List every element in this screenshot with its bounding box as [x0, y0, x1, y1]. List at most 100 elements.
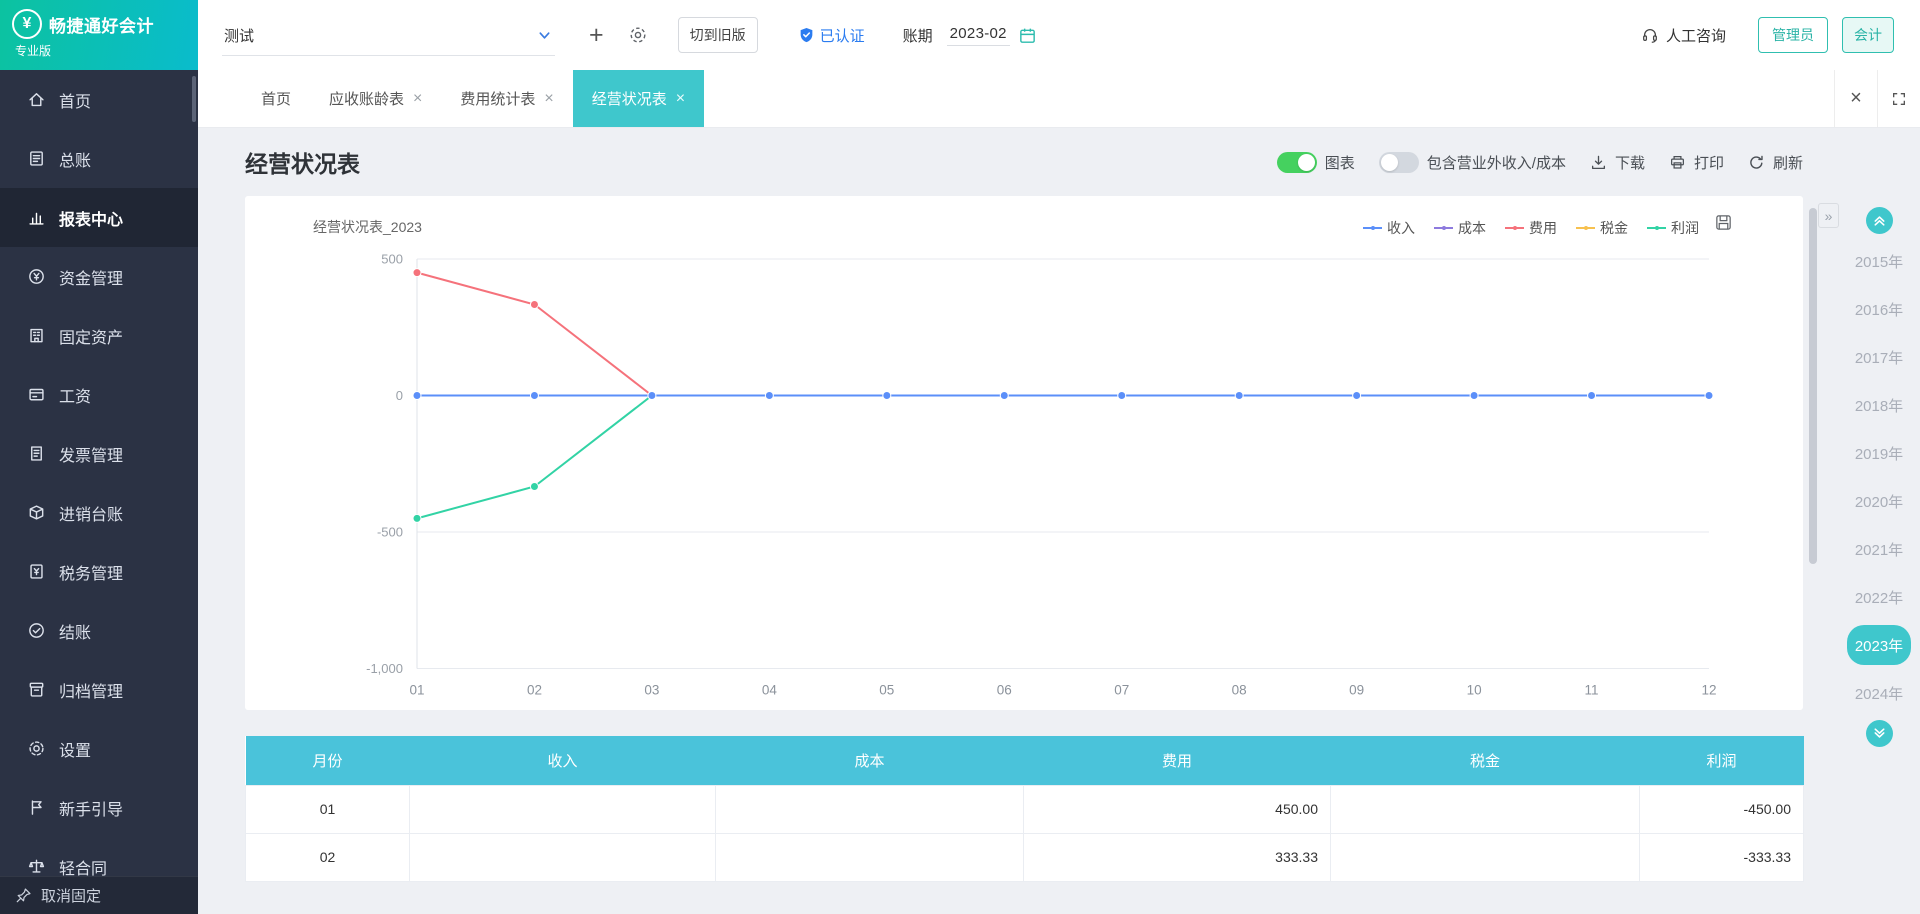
year-scroll-down-button[interactable]: [1865, 720, 1893, 747]
sidebar-scrollbar[interactable]: [192, 76, 196, 122]
year-scroll-up-button[interactable]: [1865, 207, 1893, 234]
sidebar-item-5[interactable]: 工资: [0, 365, 198, 424]
tab-0[interactable]: 首页: [242, 70, 310, 127]
year-item-3[interactable]: 2018年: [1854, 397, 1904, 415]
sidebar-item-11[interactable]: 设置: [0, 719, 198, 778]
svg-text:09: 09: [1349, 683, 1364, 698]
home-icon: [27, 90, 46, 109]
download-label: 下载: [1614, 154, 1645, 172]
legend-item-1[interactable]: 成本: [1434, 218, 1486, 238]
year-list: 2015年 2016年 2017年 2018年 2019年 2020年 2021年 2022年…: [1847, 237, 1911, 717]
year-item-9[interactable]: 2024年: [1854, 685, 1904, 703]
company-selector[interactable]: 测试: [222, 23, 555, 56]
yuan-logo-icon: ¥: [12, 9, 42, 39]
include-nonoperating-label: 包含营业外收入/成本: [1426, 154, 1566, 172]
year-item-5[interactable]: 2020年: [1854, 493, 1904, 511]
switch-old-version-button[interactable]: 切到旧版: [677, 17, 758, 53]
settings-gear-button[interactable]: [628, 25, 648, 45]
legend-marker: [1363, 226, 1382, 230]
include-nonoperating-toggle[interactable]: [1378, 151, 1419, 173]
table-cell: 01: [245, 784, 410, 834]
sidebar-item-9[interactable]: 结账: [0, 601, 198, 660]
sidebar-item-7[interactable]: 进销台账: [0, 483, 198, 542]
invoice-icon: [27, 444, 46, 463]
sidebar-item-4[interactable]: 固定资产: [0, 306, 198, 365]
admin-button[interactable]: 管理员: [1758, 17, 1828, 53]
content-scrollbar[interactable]: [1809, 208, 1817, 564]
period-input[interactable]: 2023-02: [946, 25, 1010, 46]
sidebar-item-13[interactable]: 轻合同: [0, 837, 198, 876]
contract-icon: [27, 857, 46, 876]
sidebar-item-1[interactable]: 总账: [0, 129, 198, 188]
unpin-button[interactable]: 取消固定: [0, 876, 198, 914]
tab-2[interactable]: 费用统计表 ×: [441, 70, 572, 127]
year-item-7[interactable]: 2022年: [1854, 589, 1904, 607]
year-item-6[interactable]: 2021年: [1854, 541, 1904, 559]
sidebar-item-2[interactable]: 报表中心: [0, 188, 198, 247]
accounting-period: 账期 2023-02: [903, 25, 1037, 46]
calendar-icon[interactable]: [1018, 26, 1037, 45]
table-cell: 333.33: [1023, 832, 1331, 882]
sidebar-item-label: 新手引导: [59, 801, 124, 819]
fullscreen-button[interactable]: [1877, 70, 1920, 127]
year-item-1[interactable]: 2016年: [1854, 301, 1904, 319]
svg-text:0: 0: [396, 388, 403, 403]
print-label: 打印: [1693, 154, 1724, 172]
sidebar-item-label: 设置: [59, 742, 92, 760]
year-item-0[interactable]: 2015年: [1854, 253, 1904, 271]
tab-close-icon[interactable]: ×: [544, 89, 554, 107]
accountant-button[interactable]: 会计: [1842, 17, 1894, 53]
download-button[interactable]: 下载: [1590, 152, 1645, 173]
sidebar-item-label: 工资: [59, 388, 92, 406]
year-item-4[interactable]: 2019年: [1854, 445, 1904, 463]
year-item-2[interactable]: 2017年: [1854, 349, 1904, 367]
guide-icon: [27, 798, 46, 817]
legend-item-2[interactable]: 费用: [1505, 218, 1557, 238]
sidebar-item-label: 报表中心: [59, 211, 124, 229]
chart-card: 经营状况表_2023 收入 成本 费用 税金 利润 500 0 -500 -1,000 01 02…: [245, 196, 1803, 710]
svg-text:500: 500: [381, 252, 403, 267]
refresh-icon: [1748, 154, 1765, 171]
sidebar: ¥ 畅捷通好会计 专业版 首页 总账 报表中心 资金管理 固定资产 工资 发票管理 进销台账税…: [0, 0, 198, 914]
legend-item-4[interactable]: 利润: [1647, 218, 1699, 238]
page-controls: 图表 包含营业外收入/成本 下载 打印: [1276, 151, 1803, 173]
save-image-button[interactable]: [1714, 213, 1733, 232]
tab-close-icon[interactable]: ×: [413, 89, 423, 107]
tab-3[interactable]: 经营状况表 ×: [572, 70, 705, 127]
tab-1[interactable]: 应收账龄表 ×: [310, 70, 441, 127]
consult-button[interactable]: 人工咨询: [1641, 25, 1726, 46]
year-item-8[interactable]: 2023年: [1847, 625, 1911, 665]
topbar: 测试 + 切到旧版 已认证 账期 2023-02 人工咨询 管理员 会计: [198, 0, 1920, 70]
svg-text:03: 03: [644, 683, 659, 698]
sidebar-item-label: 归档管理: [59, 683, 124, 701]
svg-text:-1,000: -1,000: [366, 661, 403, 676]
svg-text:08: 08: [1232, 683, 1247, 698]
year-panel: 2015年 2016年 2017年 2018年 2019年 2020年 2021年 2022年…: [1843, 204, 1915, 750]
sidebar-item-10[interactable]: 归档管理: [0, 660, 198, 719]
sidebar-item-3[interactable]: 资金管理: [0, 247, 198, 306]
print-button[interactable]: 打印: [1669, 152, 1724, 173]
tab-list: 首页 应收账龄表 × 费用统计表 × 经营状况表 ×: [242, 70, 705, 127]
legend-item-0[interactable]: 收入: [1363, 218, 1415, 238]
sidebar-item-6[interactable]: 发票管理: [0, 424, 198, 483]
sidebar-item-8[interactable]: 税务管理: [0, 542, 198, 601]
add-button[interactable]: +: [589, 20, 604, 49]
svg-text:05: 05: [879, 683, 894, 698]
unpin-icon: [15, 887, 32, 904]
tab-label: 经营状况表: [591, 91, 667, 108]
table-header-0: 月份: [245, 736, 410, 785]
refresh-button[interactable]: 刷新: [1748, 152, 1803, 173]
sidebar-item-label: 总账: [59, 152, 92, 170]
certified-badge[interactable]: 已认证: [798, 25, 865, 46]
close-tabs-button[interactable]: ×: [1834, 70, 1877, 127]
headset-icon: [1641, 26, 1659, 44]
legend-item-3[interactable]: 税金: [1576, 218, 1628, 238]
collapse-year-panel-button[interactable]: »: [1818, 203, 1839, 228]
chart-toggle[interactable]: [1276, 151, 1317, 173]
sidebar-item-0[interactable]: 首页: [0, 70, 198, 129]
table-cell: [409, 784, 716, 834]
tab-close-icon[interactable]: ×: [675, 89, 686, 107]
chart-toggle-label: 图表: [1324, 154, 1355, 172]
sidebar-item-12[interactable]: 新手引导: [0, 778, 198, 837]
